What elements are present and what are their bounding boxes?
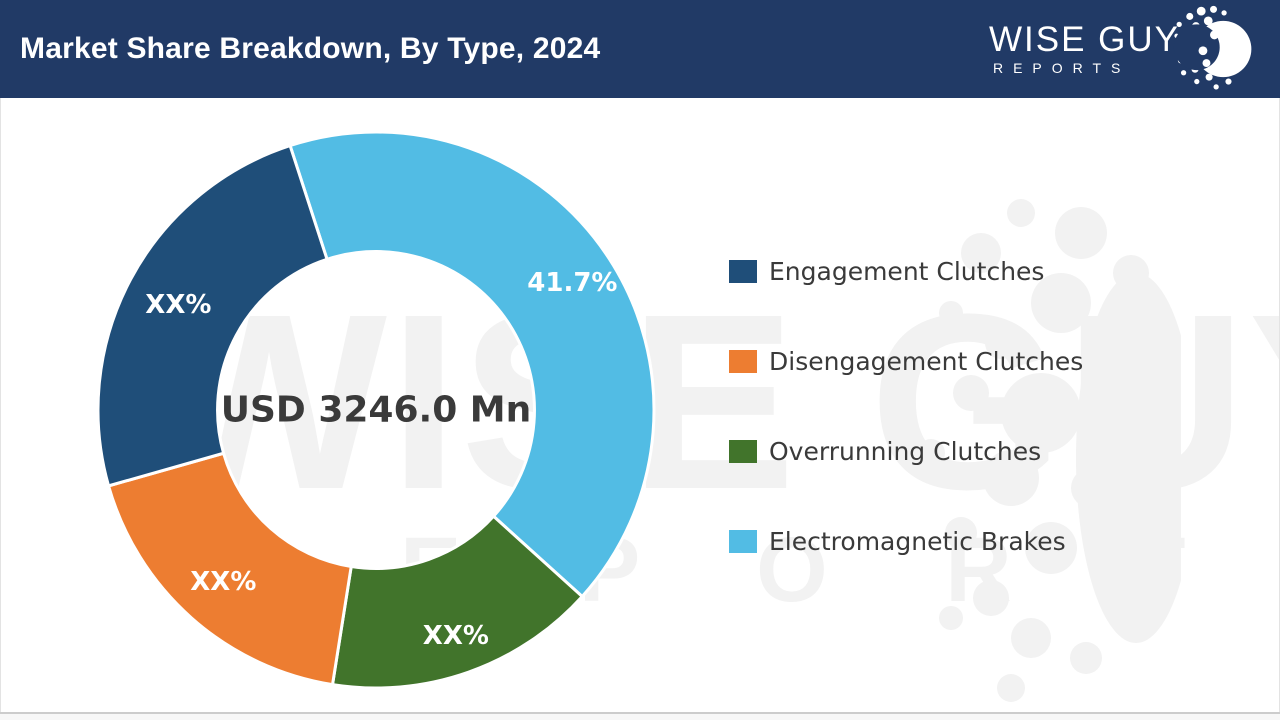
watermark-face-icon: [917, 199, 1181, 702]
donut-chart: USD 3246.0 Mn 41.7% XX% XX% XX%: [96, 130, 656, 690]
logo-subtitle: REPORTS: [992, 60, 1131, 77]
legend-swatch-engagement: [729, 259, 757, 283]
legend-label: Electromagnetic Brakes: [769, 526, 1066, 556]
legend-item-electromagnetic-brakes: Electromagnetic Brakes: [729, 525, 1083, 557]
legend-swatch-electromagnetic: [729, 529, 757, 553]
logo-text: WISE GUY REPORTS: [988, 19, 1180, 77]
bottom-margin: [0, 714, 1280, 720]
chart-area: WISE GUY R E P O R T S USD 3246.0 Mn 41.: [0, 98, 1280, 712]
bottom-border-line: [0, 712, 1280, 714]
donut-center-value: USD 3246.0 Mn: [220, 389, 532, 431]
legend-swatch-overrunning: [729, 439, 757, 463]
chart-legend: Engagement Clutches Disengagement Clutch…: [729, 255, 1083, 557]
legend-label: Engagement Clutches: [769, 256, 1045, 286]
legend-label: Disengagement Clutches: [769, 346, 1084, 376]
legend-item-disengagement-clutches: Disengagement Clutches: [729, 345, 1083, 377]
donut-segment-disengagement-clutches: [107, 451, 353, 687]
logo-face-icon: [1173, 5, 1252, 90]
legend-item-engagement-clutches: Engagement Clutches: [729, 255, 1083, 287]
donut-segment-electromagnetic-brakes: [288, 130, 656, 598]
donut-segment-overrunning-clutches: [331, 514, 584, 690]
logo-wordmark: WISE GUY: [988, 19, 1180, 59]
donut-segment-engagement-clutches: [96, 144, 329, 488]
legend-swatch-disengagement: [729, 349, 757, 373]
legend-item-overrunning-clutches: Overrunning Clutches: [729, 435, 1083, 467]
legend-label: Overrunning Clutches: [769, 436, 1042, 466]
header-bar: Market Share Breakdown, By Type, 2024 WI…: [0, 0, 1280, 98]
page-title: Market Share Breakdown, By Type, 2024: [20, 32, 601, 65]
wise-guy-logo: WISE GUY REPORTS: [989, 5, 1252, 93]
